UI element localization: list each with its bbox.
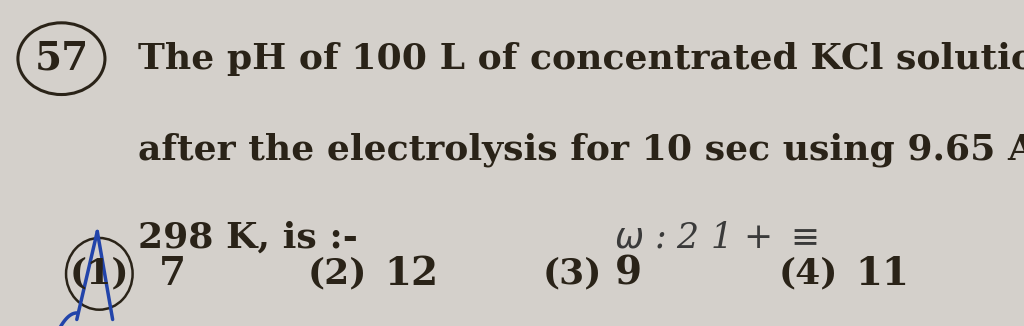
Text: 57: 57 — [35, 40, 88, 78]
Text: (1): (1) — [70, 257, 129, 291]
Text: 12: 12 — [384, 255, 438, 293]
Text: 298 K, is :-: 298 K, is :- — [138, 221, 358, 255]
Text: (3): (3) — [543, 257, 602, 291]
Text: (4): (4) — [778, 257, 838, 291]
Text: The pH of 100 L of concentrated KCl solution: The pH of 100 L of concentrated KCl solu… — [138, 42, 1024, 76]
Text: (2): (2) — [307, 257, 367, 291]
Text: 11: 11 — [855, 255, 909, 293]
Text: 9: 9 — [614, 255, 641, 293]
Text: 7: 7 — [159, 255, 185, 293]
Text: after the electrolysis for 10 sec using 9.65 A at: after the electrolysis for 10 sec using … — [138, 133, 1024, 167]
Text: $\omega$ : 2 1 + $\equiv$: $\omega$ : 2 1 + $\equiv$ — [614, 221, 818, 255]
